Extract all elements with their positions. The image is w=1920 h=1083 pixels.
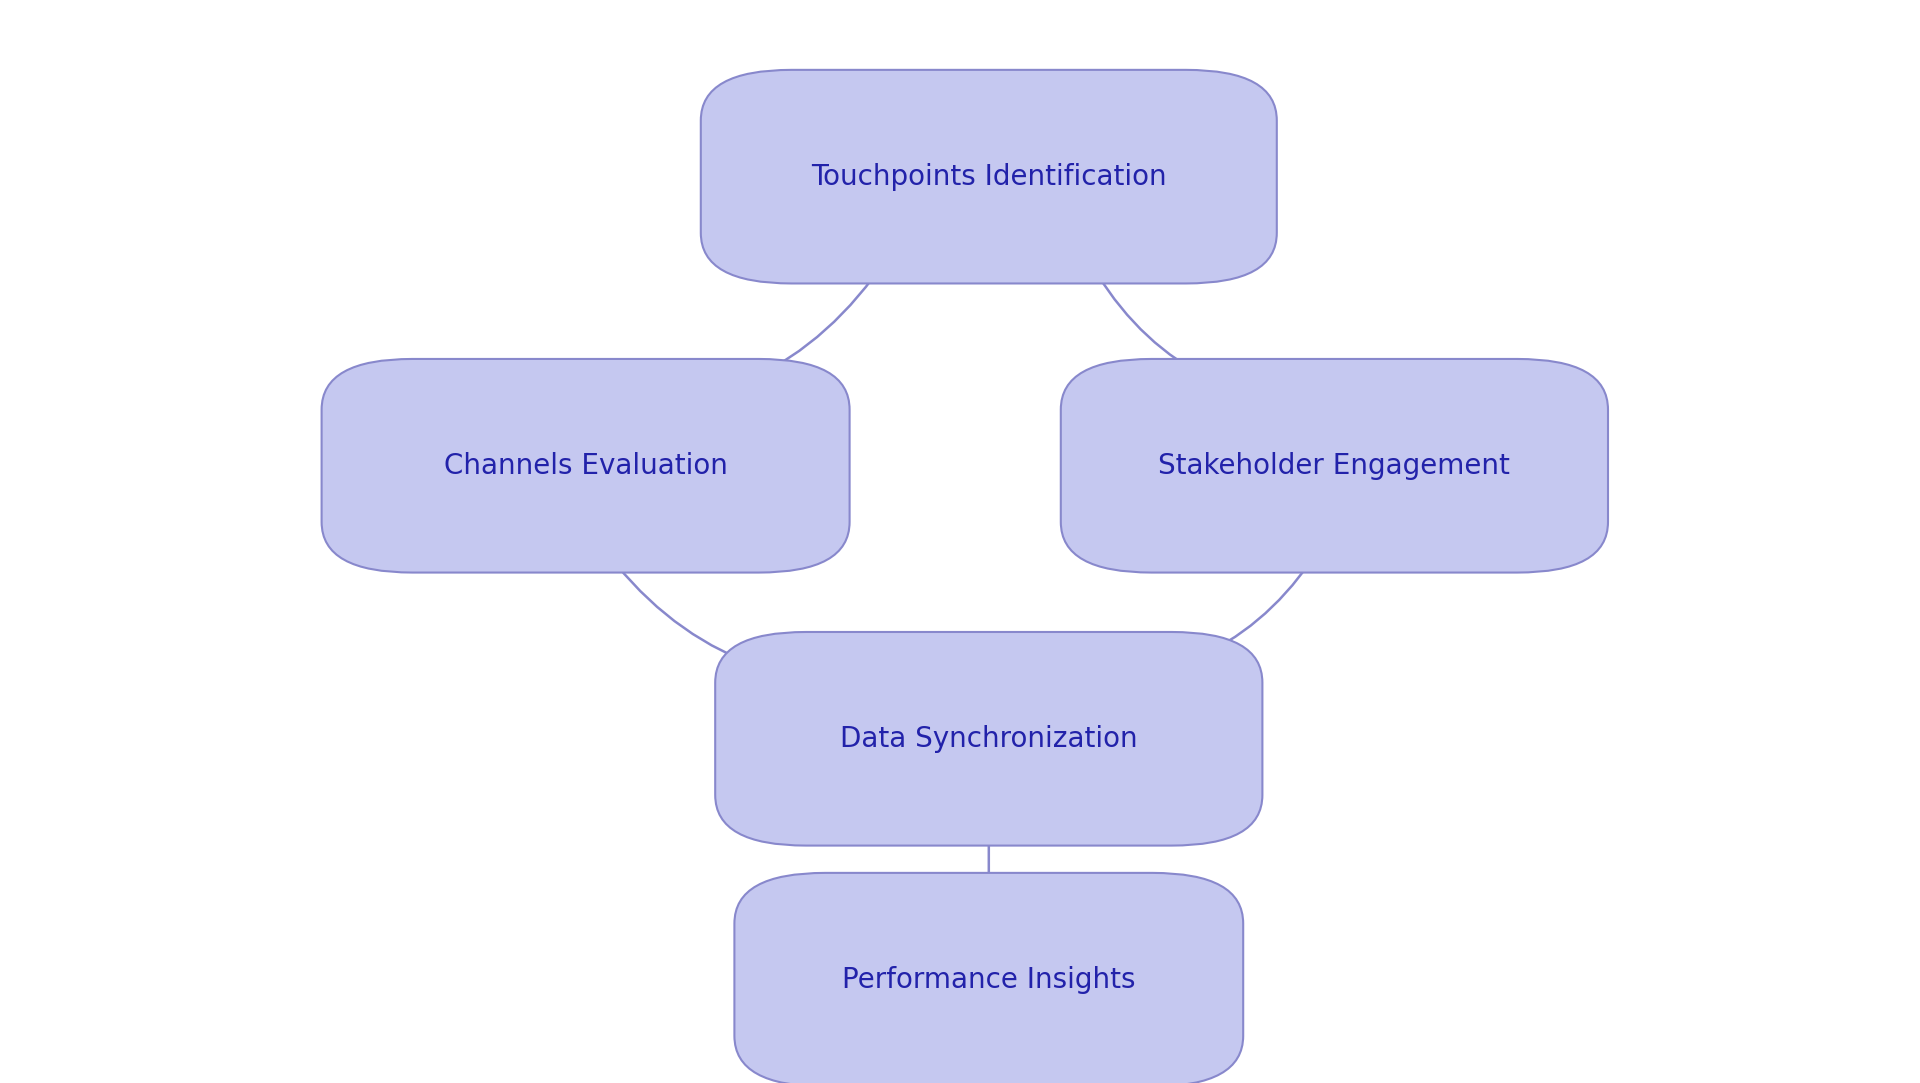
FancyBboxPatch shape (733, 873, 1242, 1083)
Text: Stakeholder Engagement: Stakeholder Engagement (1158, 452, 1511, 480)
Text: Performance Insights: Performance Insights (843, 966, 1135, 994)
Text: Data Synchronization: Data Synchronization (839, 725, 1139, 753)
FancyBboxPatch shape (321, 358, 849, 573)
FancyBboxPatch shape (701, 70, 1277, 284)
Text: Channels Evaluation: Channels Evaluation (444, 452, 728, 480)
FancyBboxPatch shape (1060, 358, 1607, 573)
Text: Touchpoints Identification: Touchpoints Identification (810, 162, 1167, 191)
FancyBboxPatch shape (714, 632, 1263, 846)
